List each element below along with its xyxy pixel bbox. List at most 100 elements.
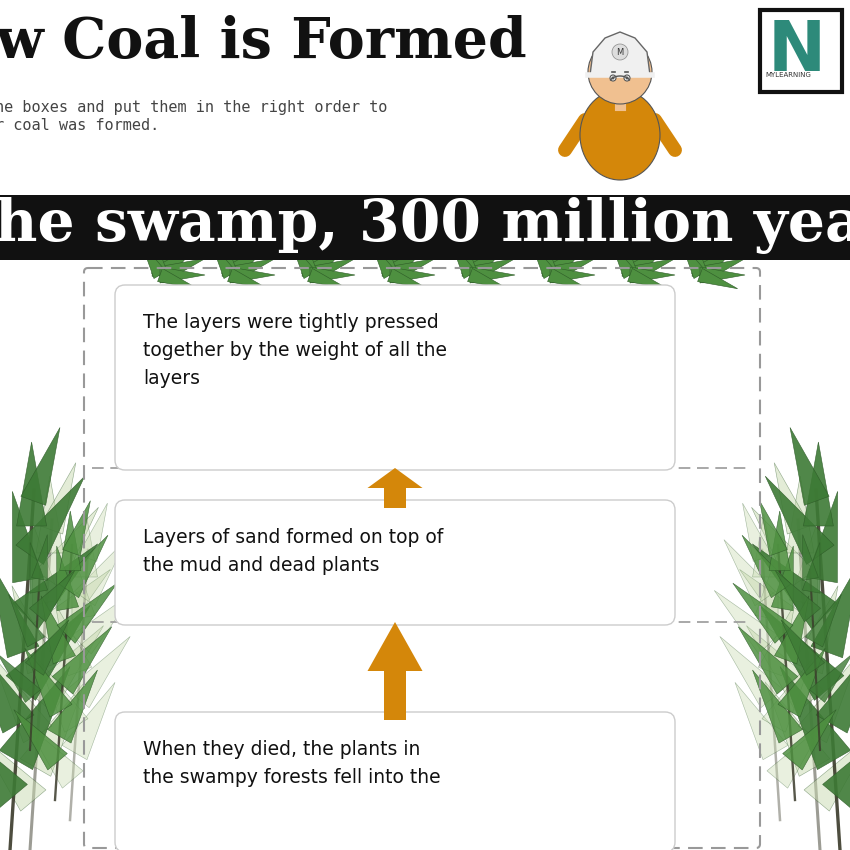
Polygon shape [0, 636, 34, 733]
Polygon shape [803, 442, 833, 526]
Text: M: M [616, 48, 624, 56]
Text: w Coal is Formed: w Coal is Formed [0, 15, 527, 70]
Polygon shape [40, 462, 76, 534]
Polygon shape [67, 637, 130, 708]
Polygon shape [762, 660, 812, 732]
Polygon shape [222, 234, 254, 280]
Polygon shape [382, 230, 399, 276]
Polygon shape [141, 242, 166, 279]
Polygon shape [755, 551, 779, 620]
Polygon shape [384, 243, 428, 282]
Polygon shape [8, 594, 45, 647]
Polygon shape [222, 234, 238, 276]
Polygon shape [302, 230, 319, 276]
Polygon shape [52, 626, 112, 694]
Polygon shape [627, 269, 667, 289]
Polygon shape [769, 511, 790, 570]
Polygon shape [20, 682, 85, 776]
Text: Layers of sand formed on top of
the mud and dead plants: Layers of sand formed on top of the mud … [143, 528, 443, 575]
Polygon shape [740, 570, 818, 647]
Polygon shape [390, 267, 435, 283]
Polygon shape [16, 476, 85, 564]
Polygon shape [816, 636, 850, 733]
Text: r coal was formed.: r coal was formed. [0, 118, 159, 133]
Polygon shape [75, 514, 98, 577]
Polygon shape [771, 546, 793, 610]
Polygon shape [367, 468, 422, 508]
Polygon shape [30, 570, 75, 621]
Polygon shape [805, 594, 842, 647]
Polygon shape [26, 626, 104, 713]
Polygon shape [809, 654, 850, 702]
Polygon shape [780, 666, 850, 769]
Polygon shape [60, 511, 81, 570]
Polygon shape [781, 620, 824, 675]
Polygon shape [774, 596, 809, 664]
FancyBboxPatch shape [115, 285, 675, 470]
Polygon shape [630, 267, 675, 283]
Polygon shape [151, 230, 168, 276]
Polygon shape [778, 649, 825, 717]
Polygon shape [307, 258, 355, 283]
Circle shape [626, 76, 628, 80]
Polygon shape [26, 724, 83, 788]
Polygon shape [227, 258, 275, 283]
Polygon shape [798, 654, 850, 743]
Polygon shape [382, 234, 398, 276]
Polygon shape [590, 32, 650, 75]
Text: When they died, the plants in
the swampy forests fell into the: When they died, the plants in the swampy… [143, 740, 440, 787]
Polygon shape [804, 733, 850, 811]
Polygon shape [733, 583, 793, 643]
Polygon shape [790, 428, 829, 505]
Polygon shape [308, 269, 348, 289]
Polygon shape [462, 234, 494, 280]
Polygon shape [547, 258, 595, 283]
Polygon shape [470, 267, 515, 283]
Polygon shape [547, 269, 587, 289]
Polygon shape [767, 724, 824, 788]
Polygon shape [63, 501, 90, 556]
Polygon shape [802, 535, 819, 581]
Text: N: N [768, 18, 826, 85]
Polygon shape [387, 258, 435, 283]
Polygon shape [302, 234, 318, 276]
Polygon shape [783, 710, 836, 770]
Polygon shape [775, 570, 820, 621]
Polygon shape [714, 591, 778, 654]
Polygon shape [627, 258, 675, 283]
Polygon shape [743, 503, 772, 562]
Circle shape [624, 75, 630, 81]
Polygon shape [765, 682, 830, 776]
Polygon shape [760, 501, 787, 556]
Polygon shape [0, 654, 41, 702]
Polygon shape [542, 234, 574, 280]
Polygon shape [230, 267, 275, 283]
Polygon shape [21, 428, 60, 505]
Polygon shape [382, 234, 414, 280]
Polygon shape [160, 267, 205, 283]
Polygon shape [60, 536, 108, 598]
FancyBboxPatch shape [115, 500, 675, 625]
Polygon shape [222, 230, 238, 276]
Polygon shape [724, 540, 775, 606]
Polygon shape [291, 242, 316, 279]
Ellipse shape [580, 90, 660, 180]
Polygon shape [36, 476, 64, 553]
Text: MYLEARNING: MYLEARNING [765, 72, 811, 78]
Polygon shape [611, 242, 636, 279]
Polygon shape [31, 535, 48, 581]
FancyBboxPatch shape [115, 712, 675, 850]
Circle shape [610, 75, 616, 81]
Polygon shape [388, 269, 428, 289]
Polygon shape [464, 243, 508, 282]
Polygon shape [13, 544, 98, 629]
Polygon shape [57, 583, 117, 643]
Polygon shape [700, 267, 745, 283]
Polygon shape [17, 442, 47, 526]
Polygon shape [451, 242, 476, 279]
Polygon shape [303, 234, 334, 280]
Text: ne boxes and put them in the right order to: ne boxes and put them in the right order… [0, 100, 388, 115]
Polygon shape [541, 230, 558, 276]
Polygon shape [78, 503, 107, 562]
Polygon shape [25, 649, 72, 717]
